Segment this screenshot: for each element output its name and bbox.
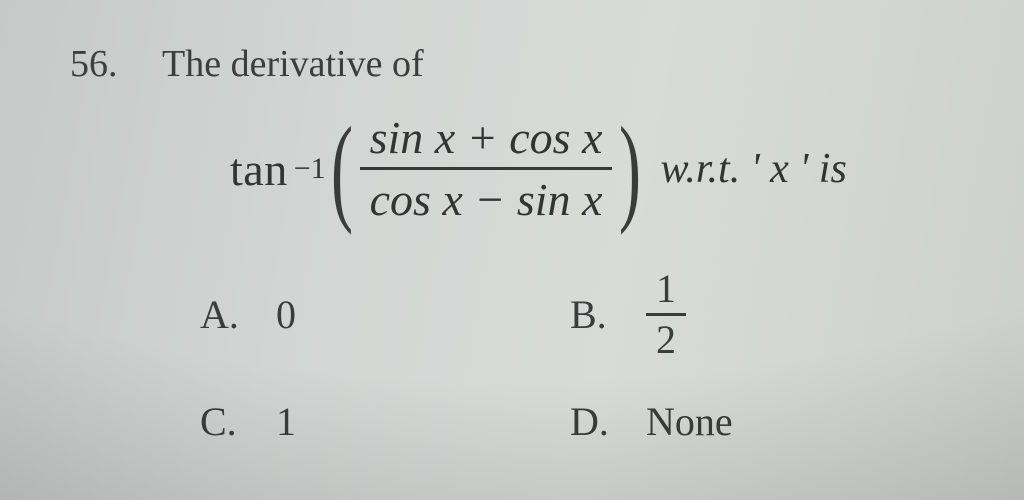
option-B-fraction: 1 2 [646, 269, 686, 360]
option-D: D. None [570, 398, 940, 445]
option-A-letter: A. [200, 291, 248, 338]
question-block: 56. The derivative of tan −1 ( sin x + c… [70, 42, 964, 445]
option-D-letter: D. [570, 398, 618, 445]
function-name: tan [230, 143, 288, 196]
question-prompt: The derivative of [162, 42, 424, 86]
formula: tan −1 ( sin x + cos x cos x − sin x ) w… [230, 112, 964, 227]
function-exponent: −1 [294, 152, 326, 186]
option-B: B. 1 2 [570, 269, 940, 360]
option-A: A. 0 [200, 291, 570, 338]
options-grid: A. 0 B. 1 2 C. 1 D. None [200, 269, 964, 445]
fraction-numerator: sin x + cos x [360, 112, 613, 167]
question-header: 56. The derivative of [70, 42, 964, 86]
option-B-num: 1 [656, 269, 676, 309]
option-B-letter: B. [570, 291, 618, 338]
fraction: sin x + cos x cos x − sin x [360, 112, 613, 227]
option-C: C. 1 [200, 398, 570, 445]
option-B-den: 2 [656, 320, 676, 360]
question-number: 56. [70, 42, 134, 86]
fraction-denominator: cos x − sin x [360, 170, 613, 227]
option-C-value: 1 [276, 398, 296, 445]
formula-suffix: w.r.t. ' x ' is [660, 145, 846, 193]
option-D-value: None [646, 398, 733, 445]
option-A-value: 0 [276, 291, 296, 338]
option-B-bar [646, 313, 686, 316]
page-background: 56. The derivative of tan −1 ( sin x + c… [0, 0, 1024, 500]
option-C-letter: C. [200, 398, 248, 445]
